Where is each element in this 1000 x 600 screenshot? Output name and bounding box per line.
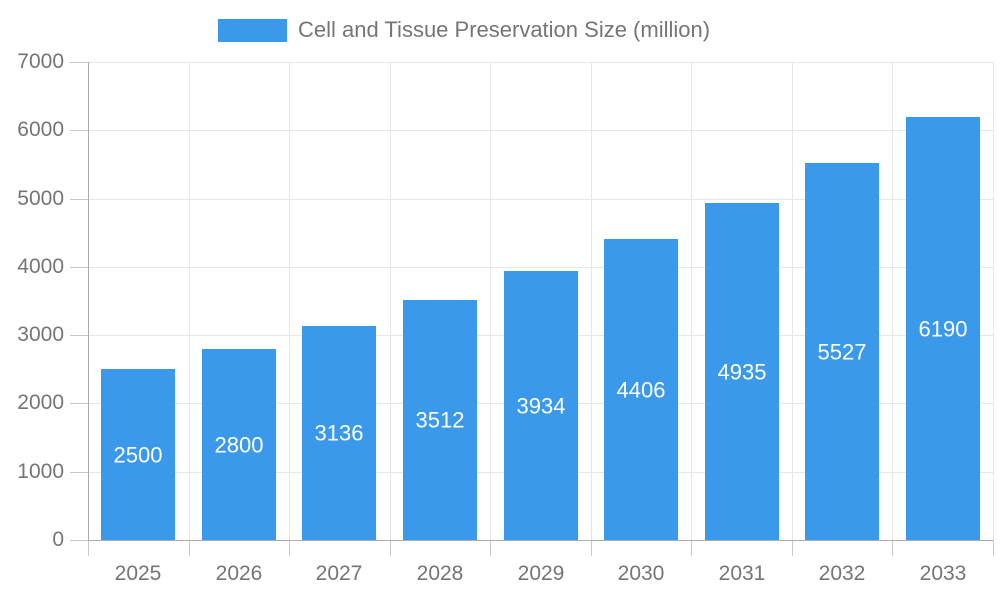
y-axis-line (88, 62, 89, 541)
bar (202, 349, 276, 540)
x-axis-tick (390, 540, 391, 556)
y-axis-tick-label: 5000 (17, 187, 64, 210)
y-axis-tick-label: 1000 (17, 460, 64, 483)
bar-value-label: 3512 (415, 407, 465, 433)
gridline-vertical (691, 62, 692, 540)
x-axis-label: 2029 (517, 562, 565, 585)
gridline-vertical (490, 62, 491, 540)
x-axis-tick (88, 540, 89, 556)
bar-value-label: 4406 (616, 377, 666, 403)
x-axis-tick (993, 540, 994, 556)
y-axis-tick-label: 2000 (17, 391, 64, 414)
x-axis-tick (691, 540, 692, 556)
bar-value-label: 6190 (918, 316, 968, 342)
x-axis-label: 2030 (617, 562, 665, 585)
gridline-vertical (189, 62, 190, 540)
gridline-horizontal (88, 267, 993, 268)
gridline-horizontal (88, 130, 993, 131)
bar (906, 117, 980, 540)
gridline-horizontal (88, 62, 993, 63)
y-axis-tick (70, 472, 88, 473)
gridline-vertical (993, 62, 994, 540)
gridline-vertical (390, 62, 391, 540)
y-axis-tick (70, 267, 88, 268)
bar (604, 239, 678, 540)
y-axis-tick-label: 4000 (17, 255, 64, 278)
bar-value-label: 2800 (214, 432, 264, 458)
x-axis-label: 2027 (315, 562, 363, 585)
legend-label: Cell and Tissue Preservation Size (milli… (298, 17, 711, 42)
y-axis-tick (70, 199, 88, 200)
x-axis-label: 2025 (114, 562, 162, 585)
bar (504, 271, 578, 540)
x-axis-label: 2026 (215, 562, 263, 585)
x-axis-line (88, 540, 993, 541)
x-axis-tick (490, 540, 491, 556)
y-axis-tick (70, 403, 88, 404)
y-axis-tick-label: 7000 (17, 50, 64, 73)
y-axis-tick-label: 3000 (17, 323, 64, 346)
x-axis-label: 2031 (718, 562, 766, 585)
bar-value-label: 3934 (516, 393, 566, 419)
gridline-vertical (892, 62, 893, 540)
x-axis-label: 2032 (818, 562, 866, 585)
gridline-vertical (591, 62, 592, 540)
bar-value-label: 5527 (817, 339, 867, 365)
y-axis-tick-label: 6000 (17, 118, 64, 141)
bar-value-label: 2500 (113, 442, 163, 468)
bar (805, 163, 879, 540)
gridline-vertical (792, 62, 793, 540)
bar-value-label: 4935 (717, 359, 767, 385)
bar (705, 203, 779, 540)
legend-swatch-icon (218, 18, 287, 42)
y-axis-tick-label: 0 (52, 528, 64, 551)
x-axis-tick (189, 540, 190, 556)
x-axis-tick (591, 540, 592, 556)
bar (403, 300, 477, 540)
bar (302, 326, 376, 540)
y-axis-tick (70, 540, 88, 541)
x-axis-tick (892, 540, 893, 556)
chart-legend[interactable]: Cell and Tissue Preservation Size (milli… (218, 17, 710, 43)
y-axis-tick (70, 62, 88, 63)
gridline-vertical (289, 62, 290, 540)
bar (101, 369, 175, 540)
gridline-horizontal (88, 199, 993, 200)
x-axis-label: 2028 (416, 562, 464, 585)
x-axis-tick (289, 540, 290, 556)
bar-value-label: 3136 (314, 420, 364, 446)
x-axis-tick (792, 540, 793, 556)
y-axis-tick (70, 130, 88, 131)
x-axis-label: 2033 (919, 562, 967, 585)
y-axis-tick (70, 335, 88, 336)
